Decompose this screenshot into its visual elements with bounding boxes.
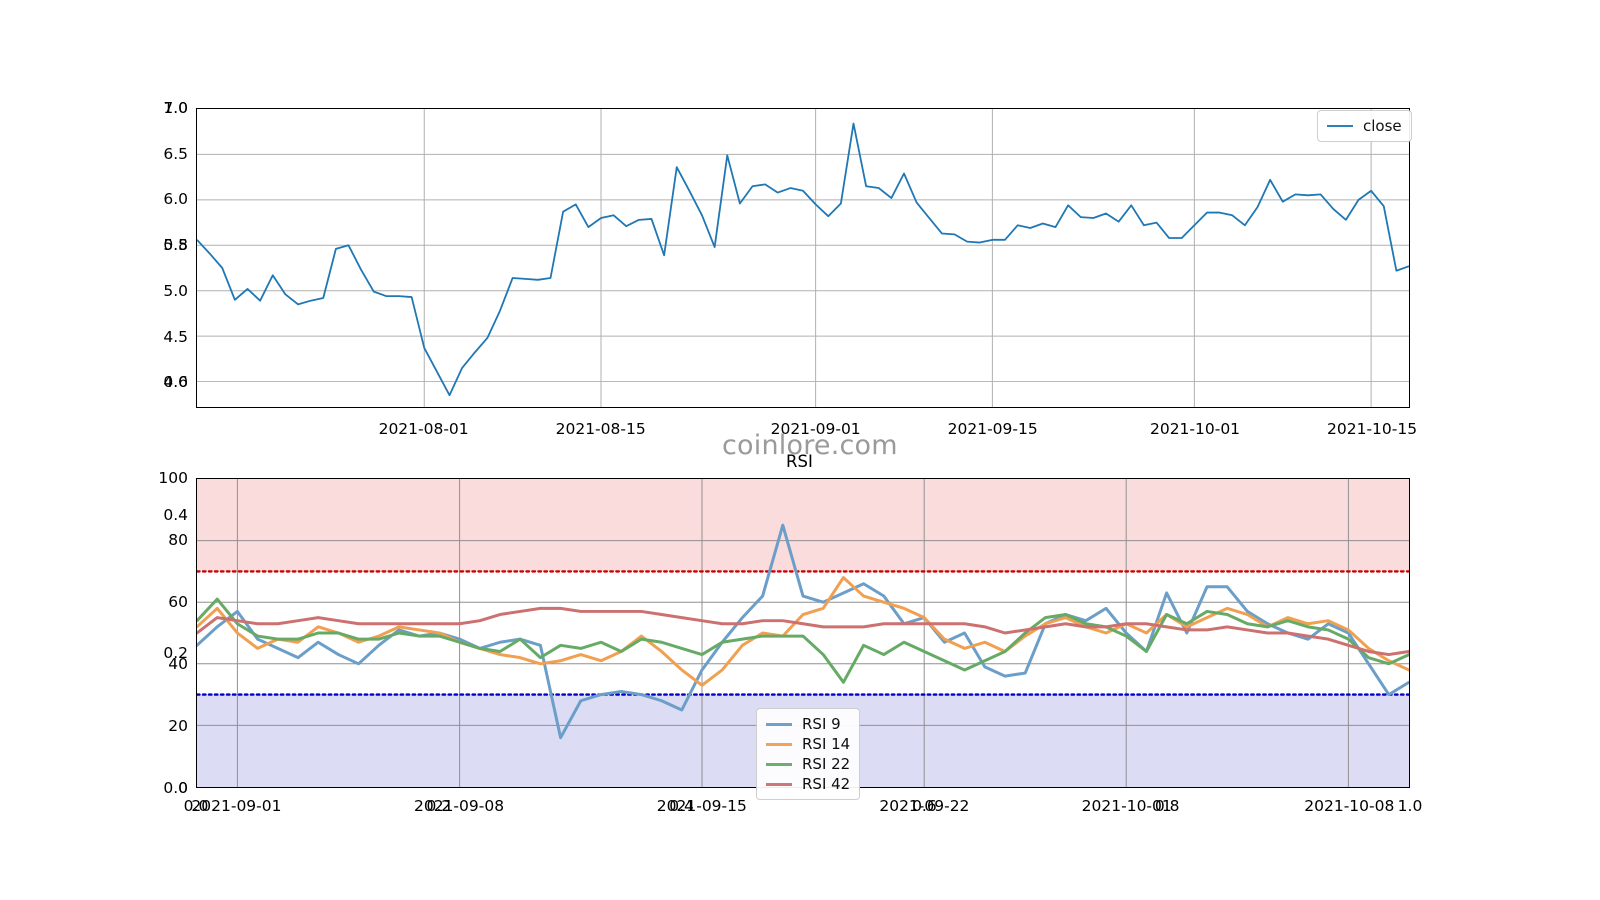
price-xtick-2021-10-15: 2021-10-15	[1327, 420, 1418, 438]
rsi-legend-label: RSI 42	[802, 775, 851, 793]
price-legend-label: close	[1363, 117, 1402, 135]
price-ytick-6.5: 6.5	[163, 144, 188, 163]
price-ytick-7.0: 7.0	[163, 99, 188, 117]
rsi-ytick-100: 100	[158, 469, 188, 487]
rsi-legend-label: RSI 14	[802, 735, 851, 753]
price-xtick-2021-09-01: 2021-09-01	[770, 420, 861, 438]
watermark: coinlore.com	[722, 430, 898, 461]
rsi-ytick-ghost-0.2: 0.2	[163, 644, 188, 663]
rsi-ytick-60: 60	[168, 593, 188, 611]
price-ytick-ghost-0.6: 0.6	[163, 373, 188, 392]
price-ytick-4.5: 4.5	[163, 327, 188, 346]
price-ytick-4.0: 4.0	[163, 373, 188, 392]
rsi-legend-item[interactable]: RSI 42	[766, 774, 850, 794]
rsi-legend: RSI 9 RSI 14 RSI 22 RSI 42	[756, 708, 861, 800]
rsi-chart-panel	[196, 478, 1410, 788]
rsi-xtick-2021-09-08: 2021-09-08	[413, 797, 505, 815]
rsi-legend-swatch-icon	[766, 742, 792, 746]
price-xtick-2021-10-01: 2021-10-01	[1149, 420, 1241, 438]
price-y-axis-ticks: 4.0 4.5 5.0 5.5 6.0 6.5 7.0	[148, 99, 188, 408]
rsi-ytick-80: 80	[168, 531, 188, 549]
rsi-xtick-ghost-1.0: 1.0	[1397, 797, 1423, 815]
rsi-x-axis-ghost-ticks: 0.0 0.2 0.4 0.6 0.8 1.0	[184, 795, 1423, 817]
price-ytick-ghost-0.8: 0.8	[163, 236, 188, 255]
rsi-ytick-20: 20	[168, 717, 188, 735]
rsi-xtick-2021-10-01: 2021-10-01	[1081, 797, 1172, 815]
rsi-ytick-ghost-0.0: 0.0	[163, 779, 188, 797]
rsi-ytick-ghost-0.4: 0.4	[163, 506, 188, 525]
rsi-y-axis-ghost-ticks: 0.4 0.2 0.0	[148, 478, 188, 797]
price-plot-area	[197, 109, 1409, 407]
price-legend: close	[1317, 110, 1412, 142]
rsi-xtick-ghost-0.6: 0.6	[912, 797, 937, 815]
rsi-xtick-ghost-0.8: 0.8	[1154, 797, 1180, 815]
rsi-legend-item[interactable]: RSI 22	[766, 754, 850, 774]
price-x-axis-ticks: 2021-08-01 2021-08-15 2021-09-01 2021-09-15…	[196, 418, 1418, 440]
price-ytick-6.0: 6.0	[163, 190, 188, 209]
rsi-xtick-ghost-0.4: 0.4	[669, 797, 694, 815]
rsi-y-axis-ticks: 0 20 40 60 80 100	[148, 469, 188, 797]
rsi-line-rsi-9	[197, 523, 1409, 740]
rsi-xtick-ghost-0.2: 0.2	[426, 797, 452, 815]
price-legend-swatch-icon	[1327, 125, 1353, 127]
rsi-xtick-2021-09-01: 2021-09-01	[191, 797, 282, 815]
price-ytick-ghost-1.0: 1.0	[163, 99, 188, 117]
price-xtick-2021-09-15: 2021-09-15	[947, 420, 1038, 438]
rsi-ytick-0: 0	[178, 779, 188, 797]
price-legend-item[interactable]: close	[1327, 116, 1402, 136]
price-y-axis-ghost-ticks: 1.0 0.8 0.6	[148, 99, 188, 408]
rsi-ytick-40: 40	[168, 655, 188, 673]
rsi-legend-item[interactable]: RSI 9	[766, 714, 850, 734]
rsi-chart-title: RSI	[786, 452, 813, 471]
price-xtick-2021-08-15: 2021-08-15	[555, 420, 646, 438]
rsi-xtick-2021-10-08: 2021-10-08	[1304, 797, 1395, 815]
price-ytick-5.5: 5.5	[163, 236, 188, 255]
rsi-legend-swatch-icon	[766, 762, 792, 766]
rsi-xtick-ghost-0.0: 0.0	[183, 797, 209, 815]
rsi-legend-item[interactable]: RSI 14	[766, 734, 850, 754]
rsi-x-axis-ticks: 2021-09-01 2021-09-08 2021-09-15 2021-09-22…	[191, 795, 1410, 817]
rsi-line-rsi-14	[197, 576, 1409, 687]
rsi-legend-swatch-icon	[766, 782, 792, 786]
rsi-xtick-2021-09-22: 2021-09-22	[879, 797, 970, 815]
rsi-line-rsi-22	[197, 597, 1409, 684]
price-chart-panel	[196, 108, 1410, 408]
price-xtick-2021-08-01: 2021-08-01	[378, 420, 469, 438]
rsi-line-rsi-42	[197, 606, 1409, 657]
rsi-legend-swatch-icon	[766, 722, 792, 726]
price-line-close	[197, 122, 1409, 397]
rsi-legend-label: RSI 22	[802, 755, 851, 773]
price-ytick-5.0: 5.0	[163, 281, 188, 300]
rsi-xtick-2021-09-15: 2021-09-15	[656, 797, 747, 815]
rsi-legend-label: RSI 9	[802, 715, 841, 733]
